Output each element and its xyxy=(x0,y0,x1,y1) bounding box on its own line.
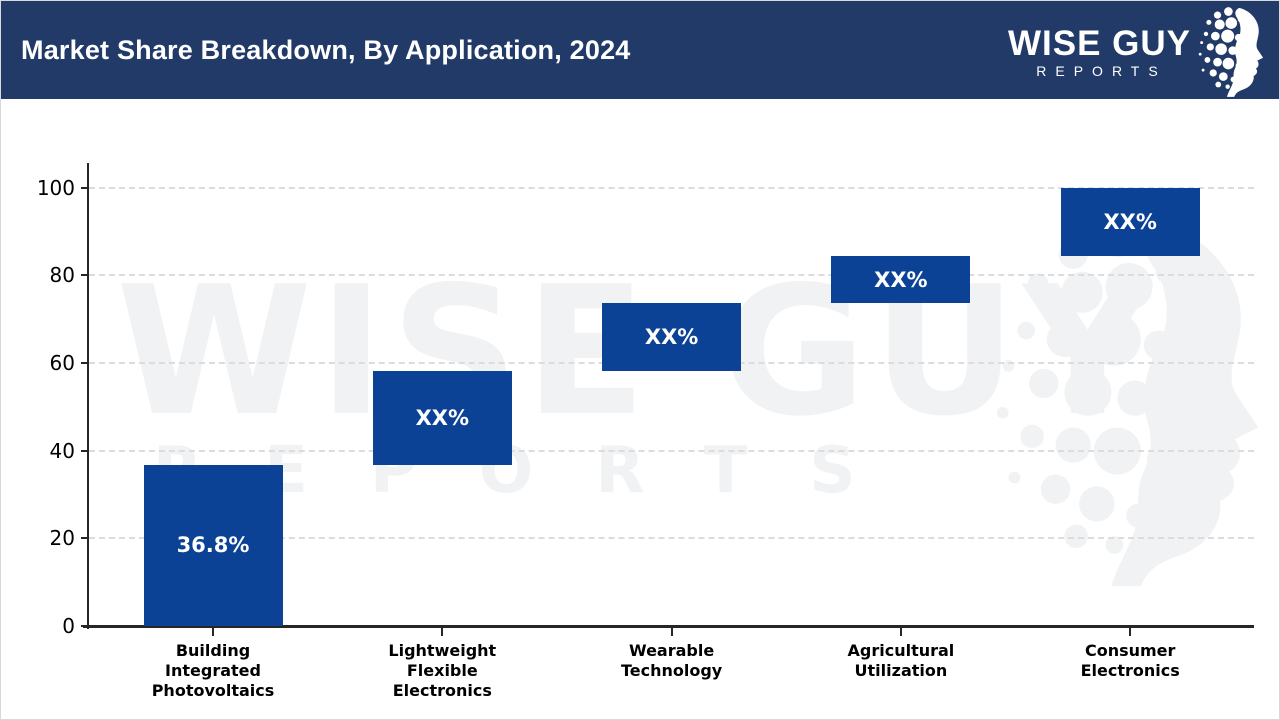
page-title: Market Share Breakdown, By Application, … xyxy=(21,34,631,65)
x-category-label-line: Technology xyxy=(620,661,723,680)
gridline xyxy=(89,186,1254,189)
x-axis-tick xyxy=(1129,628,1132,636)
x-axis-tick xyxy=(212,628,214,636)
gridline xyxy=(89,537,1254,540)
y-axis-tick xyxy=(81,449,89,452)
x-axis-tick xyxy=(441,628,444,636)
x-category-label: Wearable Technology xyxy=(557,641,787,681)
y-tick-label: 20 xyxy=(49,526,75,551)
bar-value-label: XX% xyxy=(874,267,928,292)
y-tick-label: 40 xyxy=(49,438,75,463)
x-category-label-line: Agricultural xyxy=(847,641,955,660)
x-category-label: Agricultural Utilization xyxy=(786,641,1016,681)
y-axis-tick xyxy=(81,186,89,189)
waterfall-bar: XX% xyxy=(372,370,512,465)
x-category-label-line: Electronics xyxy=(392,681,492,700)
y-tick-label: 60 xyxy=(49,350,75,375)
wiseguy-logo-text: WISE GUY REPORTS xyxy=(1007,24,1191,80)
x-category-label-line: Flexible xyxy=(406,661,478,680)
x-axis-tick xyxy=(670,628,673,636)
x-category-label-line: Lightweight xyxy=(388,641,497,660)
waterfall-bar: XX% xyxy=(1060,187,1200,257)
x-category-label-line: Consumer xyxy=(1084,641,1176,660)
waterfall-bar: XX% xyxy=(602,303,742,371)
x-category-label: Building Integrated Photovoltaics xyxy=(98,641,328,701)
y-axis-tick xyxy=(81,361,89,364)
y-axis-tick xyxy=(81,537,89,540)
logo-subtext: REPORTS xyxy=(1036,63,1167,79)
wiseguy-logo: WISE GUY REPORTS xyxy=(1008,5,1269,99)
y-tick-label: 80 xyxy=(49,263,75,288)
waterfall-bar: XX% xyxy=(831,256,971,304)
y-tick-label: 0 xyxy=(62,614,75,638)
logo-wordmark: WISE GUY xyxy=(1007,24,1191,63)
x-category-label-line: Wearable xyxy=(628,641,715,660)
y-tick-label: 100 xyxy=(36,175,75,200)
gridline xyxy=(89,449,1254,452)
bar-value-label: 36.8% xyxy=(176,533,250,558)
gridline xyxy=(89,274,1254,277)
bar-value-label: XX% xyxy=(415,405,470,430)
x-category-label: Consumer Electronics xyxy=(1015,641,1245,681)
x-category-label-line: Electronics xyxy=(1080,661,1180,680)
y-axis-tick xyxy=(81,274,89,277)
header-bar: Market Share Breakdown, By Application, … xyxy=(1,1,1279,99)
bar-value-label: XX% xyxy=(644,325,699,349)
x-category-label-line: Utilization xyxy=(854,661,948,680)
bar-value-label: XX% xyxy=(1103,209,1157,234)
x-category-label-line: Integrated xyxy=(165,661,261,680)
wiseguy-face-icon xyxy=(1198,7,1264,97)
x-category-label-line: Photovoltaics xyxy=(151,681,275,700)
x-category-label: Lightweight Flexible Electronics xyxy=(327,641,557,701)
x-axis-tick xyxy=(899,628,902,636)
waterfall-bar: 36.8% xyxy=(143,464,283,626)
y-axis xyxy=(87,163,89,629)
x-axis xyxy=(83,625,1254,628)
x-category-label-line: Building xyxy=(175,641,251,660)
